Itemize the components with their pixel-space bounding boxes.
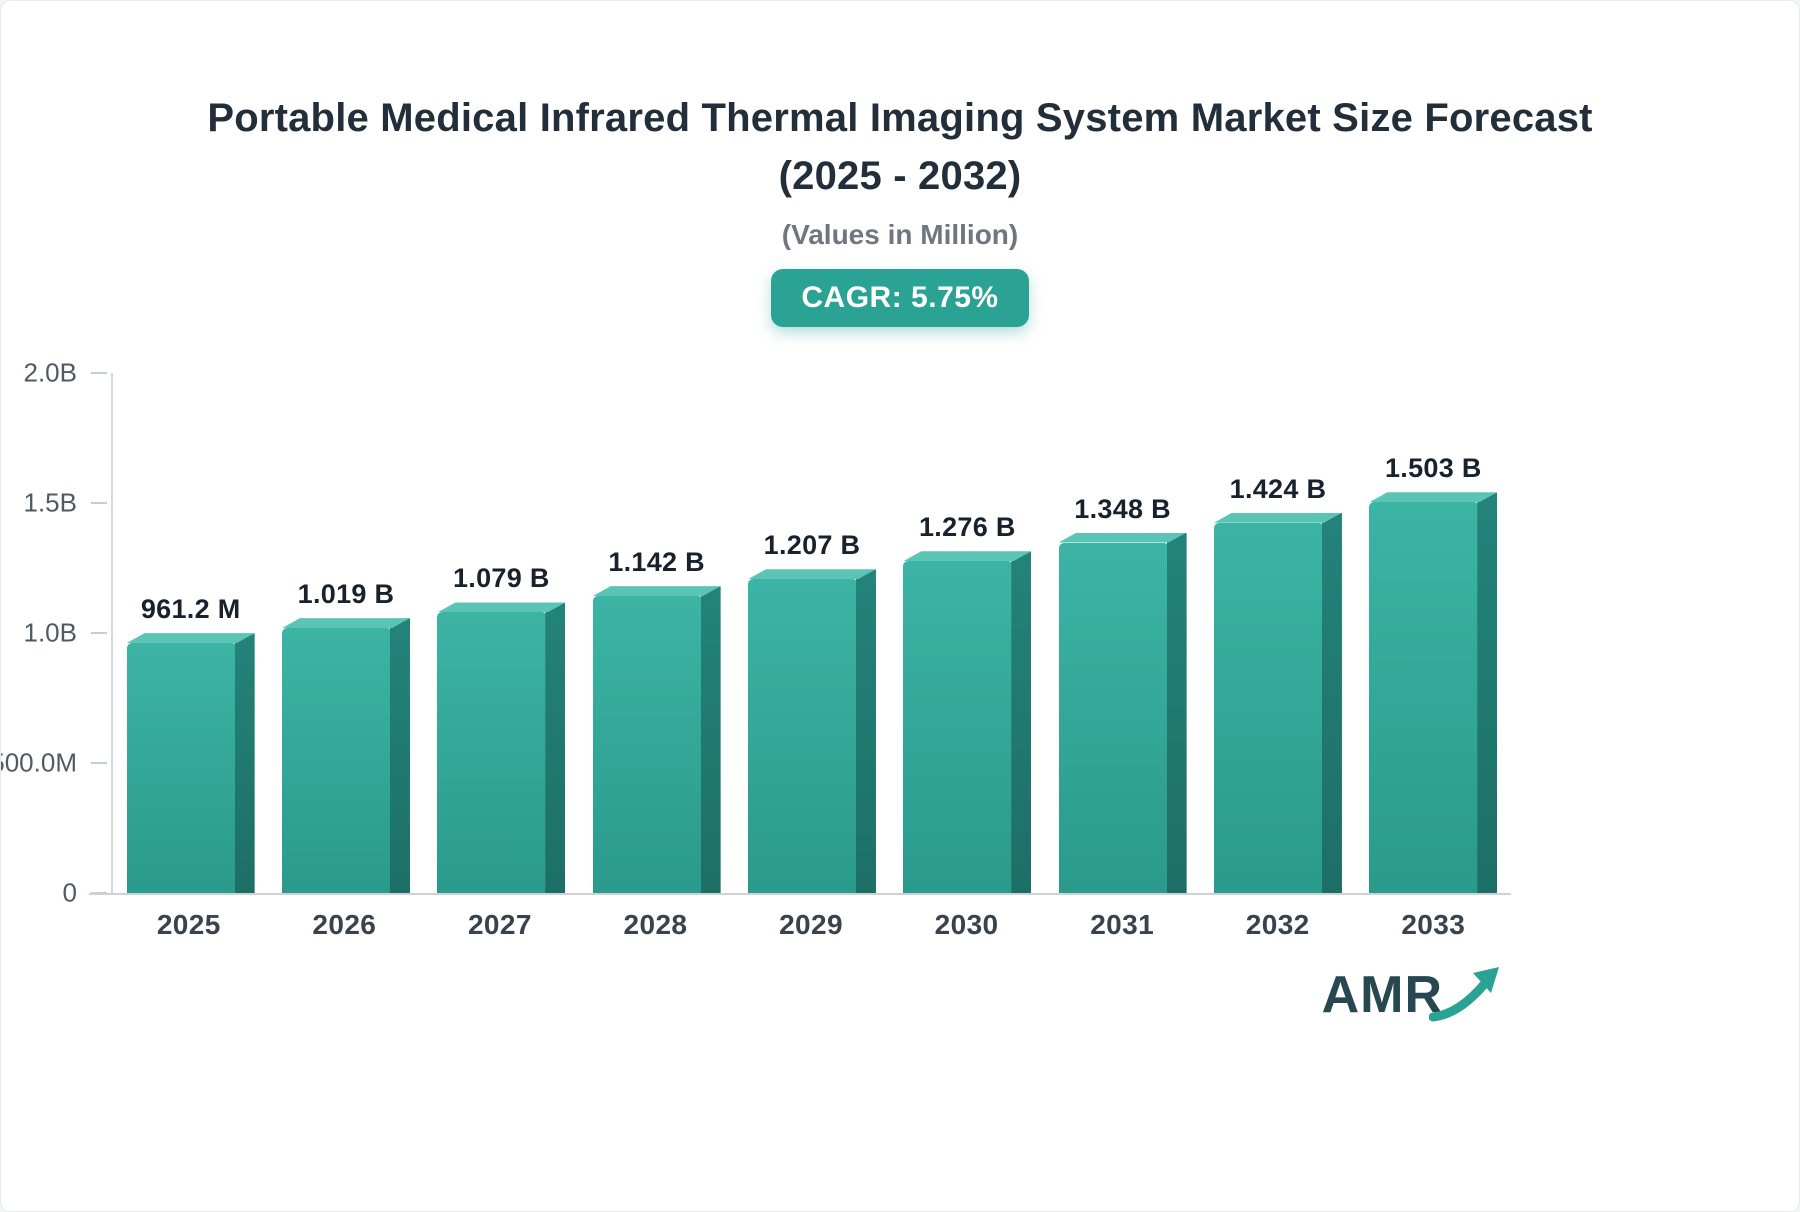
bar: [281, 618, 410, 893]
bar: [1213, 512, 1342, 893]
bar-value-label: 961.2 M: [140, 594, 241, 625]
bar-group: 1.348 B: [1045, 373, 1200, 893]
x-axis-label: 2032: [1245, 909, 1310, 940]
bar-top-face: [1369, 492, 1497, 502]
x-axis-label: 2029: [779, 909, 843, 940]
y-tick-label: 500.0M: [1, 747, 77, 778]
x-axis-labels: 2025 2026 2027 2028 2029 2030 2031 2032 2033: [111, 909, 1511, 941]
x-axis-label: 2027: [467, 909, 532, 940]
bar-top-face: [903, 551, 1031, 561]
bar-top-face: [593, 586, 721, 596]
bar-value-label: 1.503 B: [1384, 453, 1482, 484]
y-tick-mark: [91, 372, 107, 374]
bar-top-face: [282, 618, 410, 628]
bar-group: 1.276 B: [890, 373, 1045, 893]
bar-value-label: 1.424 B: [1229, 473, 1327, 504]
bar-side-face: [1321, 512, 1342, 893]
bar-group: 1.503 B: [1356, 373, 1511, 893]
bar-group: 1.019 B: [268, 373, 423, 893]
bar-top-face: [127, 633, 255, 643]
bar: [126, 633, 255, 893]
bar-value-label: 1.019 B: [297, 579, 395, 610]
bar-value-label: 1.079 B: [452, 563, 550, 594]
plot-area: 961.2 M 1.019 B 1.079 B 1.142 B 1.207 B 1.276…: [111, 373, 1511, 893]
chart-area: 2.0B 1.5B 1.0B 500.0M 0 961.2 M 1.019 B 1.079 …: [1, 358, 1511, 908]
bar-top-face: [1059, 533, 1187, 543]
bar-side-face: [545, 602, 566, 893]
y-tick-mark: [91, 502, 107, 504]
y-tick-label: 2.0B: [23, 357, 78, 388]
growth-arrow-icon: [1429, 967, 1499, 1022]
y-tick-mark: [91, 762, 107, 764]
bar: [903, 551, 1032, 893]
bar-front-face: [747, 579, 858, 893]
x-axis-label: 2030: [934, 909, 999, 940]
bar-group: 1.424 B: [1200, 373, 1355, 893]
bar-top-face: [1214, 513, 1342, 523]
bar-group: 961.2 M: [113, 373, 268, 893]
bar: [1058, 532, 1187, 893]
bar-value-label: 1.348 B: [1074, 493, 1171, 524]
bar-side-face: [1011, 551, 1032, 893]
bar-group: 1.079 B: [424, 373, 579, 893]
chart-header: Portable Medical Infrared Thermal Imagin…: [1, 1, 1799, 327]
bar: [437, 602, 566, 893]
cagr-badge: CAGR: 5.75%: [771, 269, 1029, 327]
bar-side-face: [1166, 532, 1187, 893]
chart-subtitle: (Values in Million): [781, 219, 1019, 250]
bar-side-face: [234, 633, 255, 893]
y-tick-label: 0: [62, 877, 77, 908]
bar-front-face: [592, 596, 703, 893]
x-axis-label: 2033: [1401, 909, 1466, 940]
bar-value-label: 1.142 B: [608, 547, 705, 578]
x-axis-label: 2031: [1090, 909, 1155, 940]
bar-group: 1.142 B: [579, 373, 734, 893]
bar-front-face: [1058, 542, 1169, 893]
bar-front-face: [1369, 502, 1480, 893]
x-axis-label: 2026: [312, 909, 377, 940]
bar-side-face: [389, 618, 410, 893]
bar-value-label: 1.276 B: [918, 512, 1016, 543]
bar: [747, 569, 876, 893]
bar-group: 1.207 B: [734, 373, 889, 893]
x-axis-label: 2028: [623, 909, 688, 940]
page-title: Portable Medical Infrared Thermal Imagin…: [207, 96, 1593, 198]
bar-top-face: [437, 602, 565, 612]
bar-front-face: [1213, 522, 1324, 893]
bar-front-face: [437, 612, 548, 893]
bar-top-face: [748, 569, 876, 579]
brand-logo-text: AMR: [1321, 966, 1443, 1024]
bar-side-face: [855, 569, 876, 893]
bar-side-face: [1477, 492, 1498, 893]
bar-front-face: [903, 561, 1014, 893]
x-axis-label: 2025: [156, 909, 221, 940]
bar-front-face: [281, 628, 392, 893]
bar: [1369, 492, 1498, 893]
bar-side-face: [700, 586, 721, 893]
bar-front-face: [126, 643, 237, 893]
y-tick-label: 1.5B: [23, 487, 78, 518]
brand-logo: AMR: [1322, 965, 1503, 1025]
bar-value-label: 1.207 B: [763, 530, 861, 561]
y-tick-label: 1.0B: [23, 617, 78, 648]
y-axis: 2.0B 1.5B 1.0B 500.0M 0: [1, 358, 111, 908]
x-axis-line: [89, 893, 1511, 895]
y-tick-mark: [91, 632, 107, 634]
bar: [592, 586, 721, 893]
